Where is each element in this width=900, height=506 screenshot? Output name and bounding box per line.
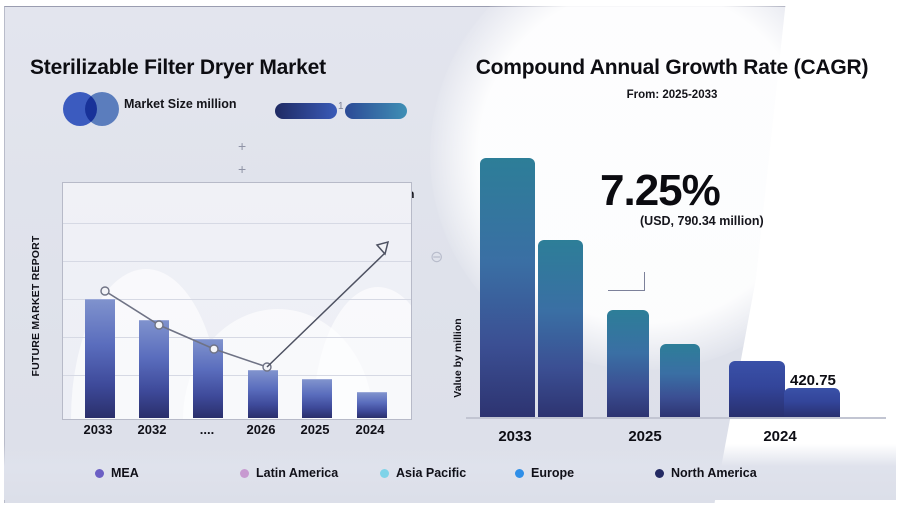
gridline xyxy=(63,223,411,224)
right-panel-subtitle: From: 2025-2033 xyxy=(626,89,718,101)
right-chart-bar xyxy=(729,361,785,418)
cagr-note: (USD, 790.34 million) xyxy=(640,214,764,228)
chart-legend: MEA Latin America Asia Pacific Europe North … xyxy=(0,466,900,490)
right-chart-x-label: 2033 xyxy=(498,428,532,445)
legend-color-dot xyxy=(380,468,389,478)
left-chart-x-label: 2026 xyxy=(246,422,276,437)
left-chart-x-label: 2024 xyxy=(355,422,385,437)
right-chart-bar xyxy=(660,344,700,418)
legend-color-dot xyxy=(240,468,249,478)
gridline xyxy=(63,375,411,376)
trend-marker xyxy=(209,344,219,354)
right-chart-bar xyxy=(480,158,535,418)
right-bar-chart xyxy=(470,140,890,418)
legend-label: Asia Pacific xyxy=(396,466,467,480)
decorative-bracket xyxy=(608,272,645,291)
left-panel-title: Sterilizable Filter Dryer Market xyxy=(30,56,326,79)
left-chart-bar xyxy=(302,379,332,418)
right-chart-axis-line xyxy=(466,417,886,419)
left-chart-bar xyxy=(248,370,278,418)
left-chart-x-label: 2032 xyxy=(137,422,167,437)
market-size-label: Market Size million xyxy=(124,97,237,111)
legend-color-dot xyxy=(655,468,664,478)
trend-line xyxy=(104,290,268,368)
left-chart-y-axis-label: FUTURE MARKET REPORT xyxy=(30,235,42,377)
right-chart-bar xyxy=(607,310,649,418)
left-chart-bar xyxy=(357,392,387,418)
right-panel-title: Compound Annual Growth Rate (CAGR) xyxy=(475,56,869,79)
legend-color-dot xyxy=(515,468,524,478)
legend-pill-primary xyxy=(275,103,337,119)
left-chart-x-label: 2033 xyxy=(83,422,113,437)
plus-icon-1: + xyxy=(238,138,247,154)
gridline xyxy=(63,299,411,300)
legend-color-dot xyxy=(95,468,104,478)
left-chart-x-label: .... xyxy=(199,422,215,437)
legend-item[interactable]: North America xyxy=(655,466,757,480)
right-chart-bar xyxy=(784,388,840,418)
left-chart-bars xyxy=(77,222,397,418)
legend-item[interactable]: Asia Pacific xyxy=(380,466,466,480)
right-chart-x-label: 2024 xyxy=(763,428,797,445)
left-chart-trend-overlay xyxy=(100,240,390,372)
left-chart-x-axis-labels: 2033 2032.... 2026 2025 2024 xyxy=(62,422,410,442)
left-bar-chart xyxy=(62,182,412,420)
plus-icon-2: + xyxy=(238,161,247,177)
right-chart-x-label: 2025 xyxy=(628,428,662,445)
legend-label: Latin America xyxy=(256,466,339,480)
trend-marker xyxy=(154,320,164,330)
left-chart-bar xyxy=(139,320,169,418)
trend-marker xyxy=(100,286,110,296)
bottom-strip xyxy=(4,444,896,500)
legend-label: Europe xyxy=(531,466,575,480)
legend-pill-number: 1 xyxy=(338,101,344,112)
venn-circles-icon xyxy=(63,92,131,126)
left-chart-bar xyxy=(193,339,223,418)
growth-arrow-icon xyxy=(266,240,390,368)
gridline xyxy=(63,337,411,338)
right-chart-y-axis-label: Value by million xyxy=(452,318,464,398)
legend-item[interactable]: MEA xyxy=(95,466,139,480)
legend-item[interactable]: Latin America xyxy=(240,466,338,480)
right-chart-data-label: 420.75 xyxy=(790,372,836,389)
legend-label: North America xyxy=(671,466,757,480)
right-chart-bar xyxy=(538,240,583,418)
gridline xyxy=(63,261,411,262)
left-chart-bar xyxy=(85,299,115,418)
legend-pill-secondary xyxy=(345,103,407,119)
left-chart-x-label: 2025 xyxy=(300,422,330,437)
cagr-value: 7.25% xyxy=(600,166,721,215)
circle-minus-icon: ⊖ xyxy=(430,249,444,266)
legend-label: MEA xyxy=(111,466,139,480)
legend-item[interactable]: Europe xyxy=(515,466,574,480)
